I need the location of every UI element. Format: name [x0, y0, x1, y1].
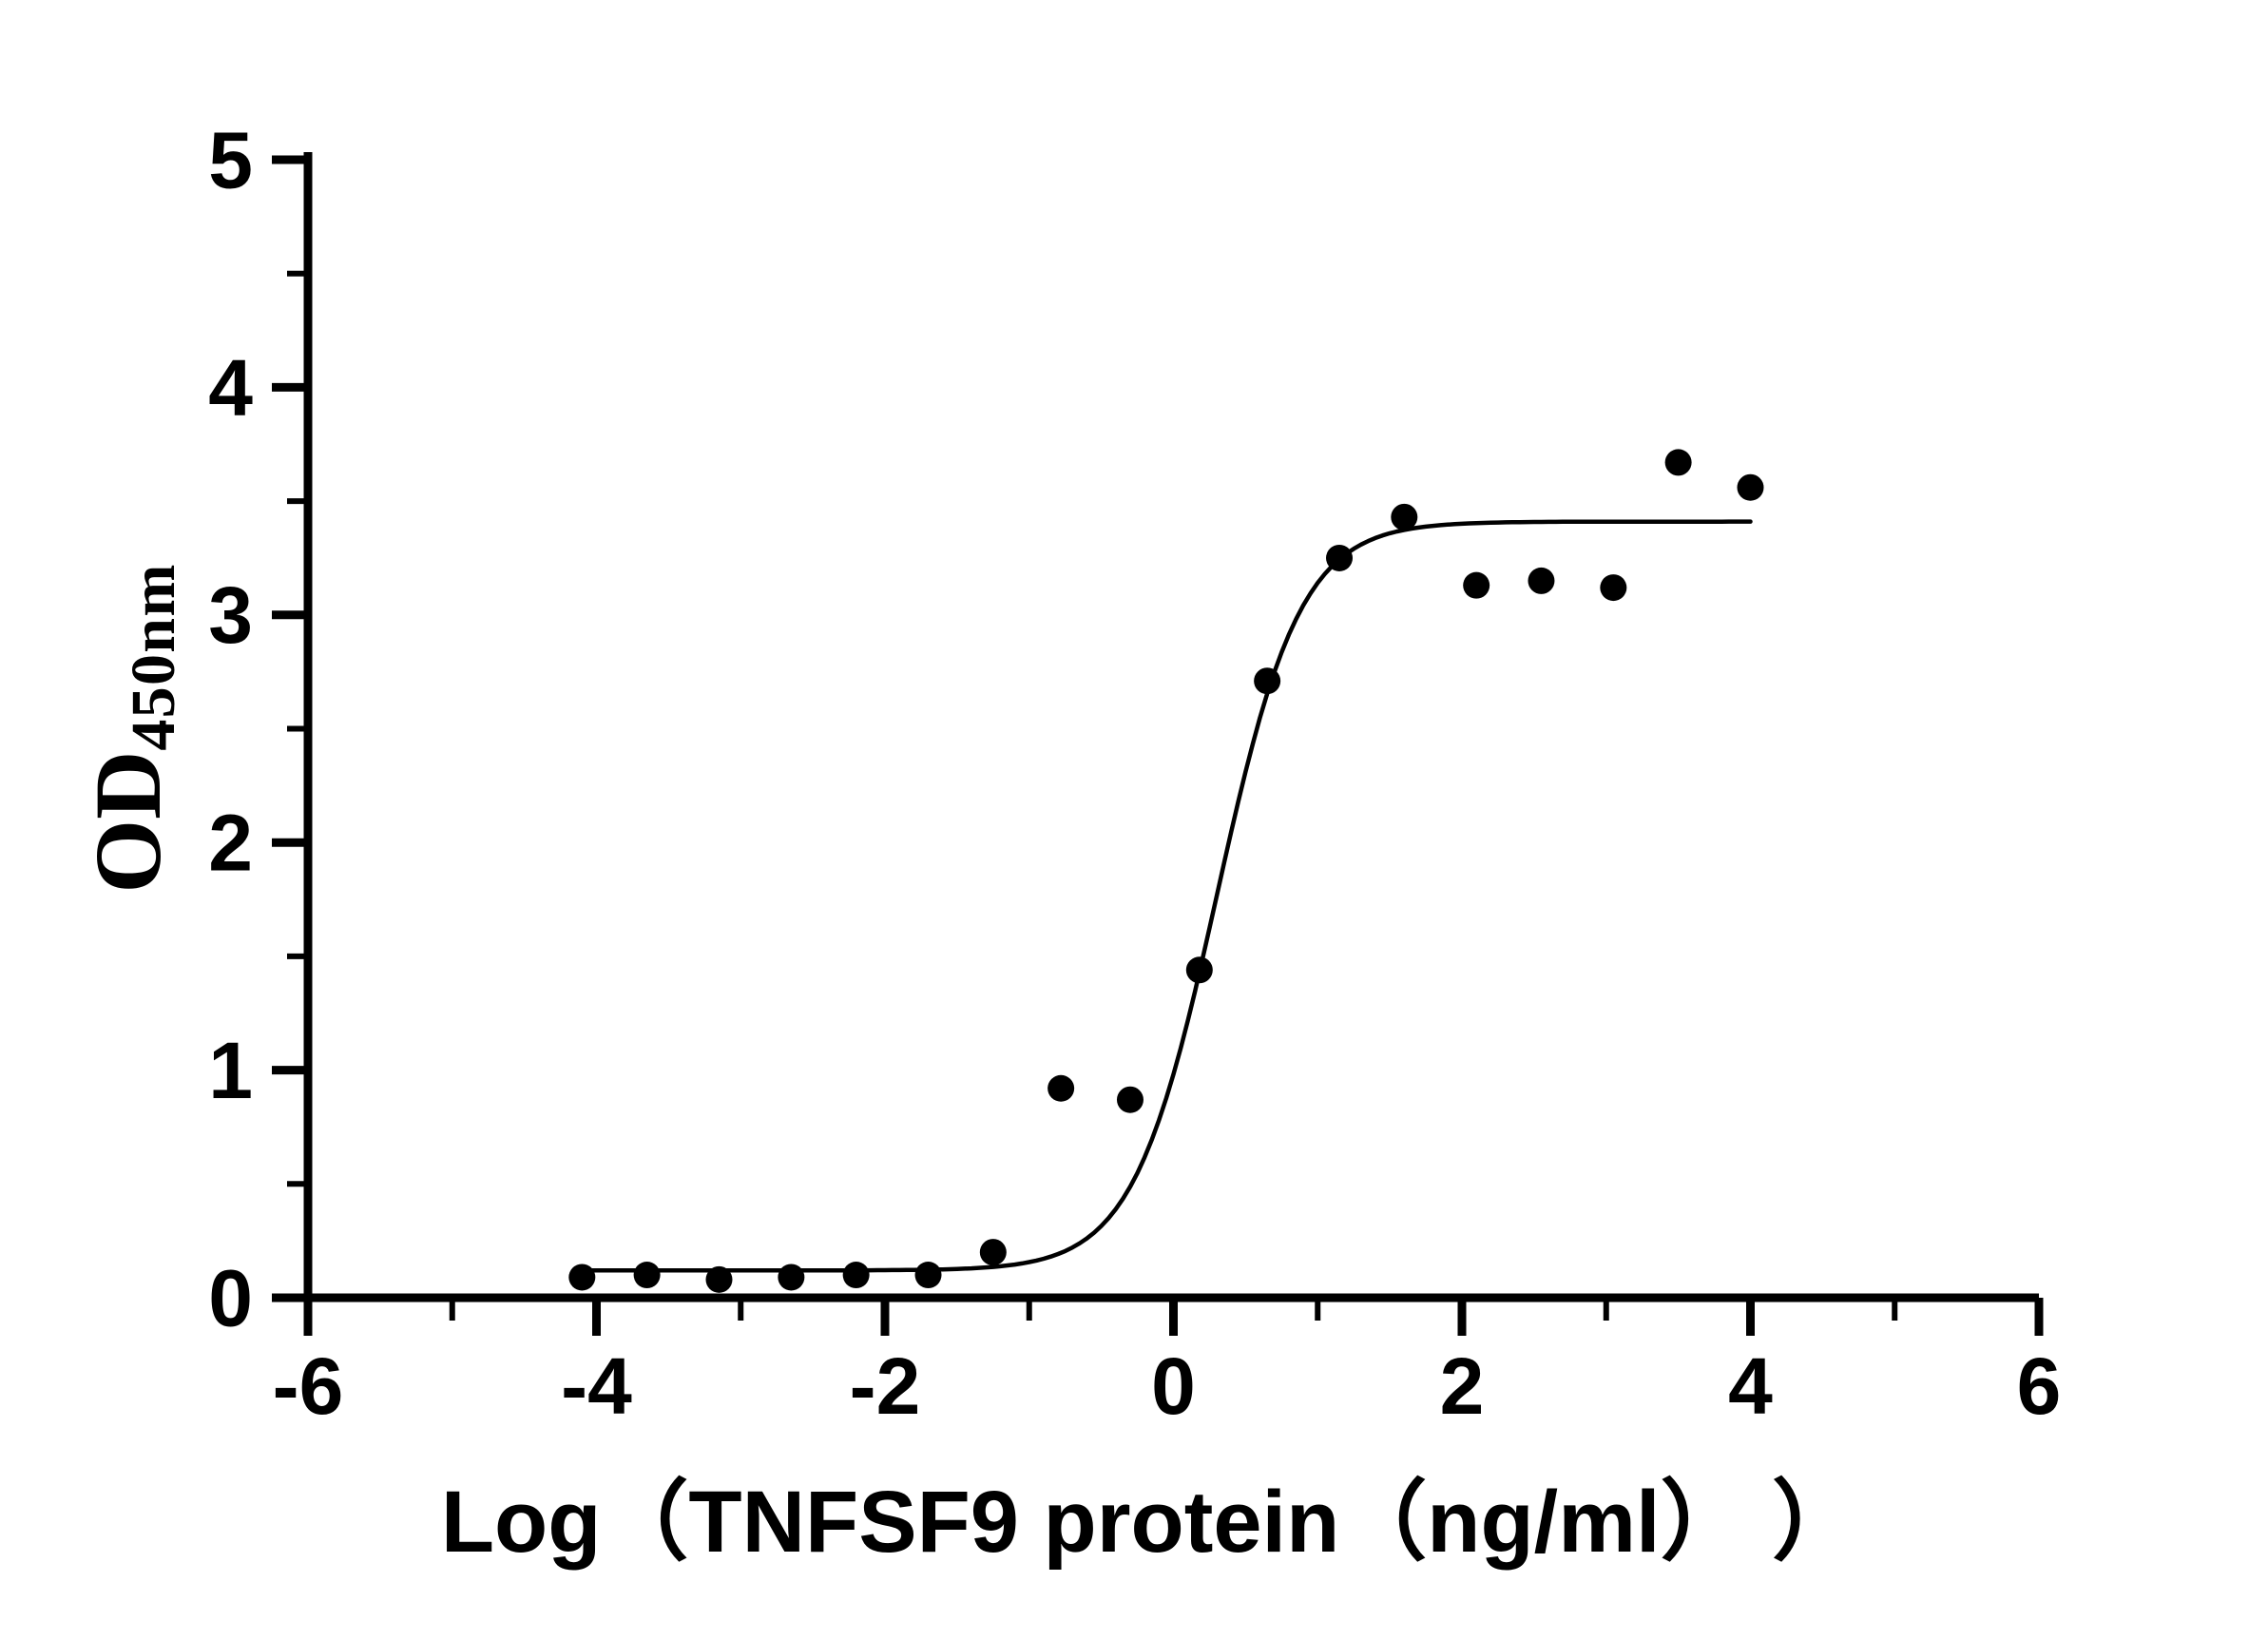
data-point [1254, 667, 1281, 695]
y-axis-title-text: OD [75, 750, 181, 894]
data-point [979, 1239, 1007, 1266]
data-point [914, 1262, 942, 1289]
data-point [1664, 449, 1692, 476]
x-tick-label: -6 [273, 1341, 344, 1431]
x-axis-title: Log（TNFSF9 protein（ng/ml） ） [440, 1474, 1860, 1571]
x-tick-label: 0 [1151, 1341, 1196, 1431]
data-point [633, 1262, 661, 1289]
data-point [1463, 571, 1490, 599]
y-tick-label: 1 [208, 1026, 253, 1115]
x-tick-label: -2 [850, 1341, 921, 1431]
x-tick-label: 2 [1440, 1341, 1485, 1431]
data-point [1326, 544, 1354, 571]
y-axis-title-subscript: 450nm [118, 563, 188, 751]
x-tick-label: 4 [1728, 1341, 1773, 1431]
y-tick-label: 0 [208, 1253, 253, 1342]
x-tick-label: 6 [2017, 1341, 2062, 1431]
data-point [842, 1262, 870, 1289]
data-point [1185, 956, 1213, 984]
data-point [568, 1264, 596, 1291]
y-tick-label: 5 [208, 115, 253, 204]
data-point [1391, 503, 1418, 531]
y-axis-title: OD450nm [75, 563, 188, 893]
y-tick-label: 2 [208, 799, 253, 888]
y-tick-label: 4 [208, 343, 253, 433]
fit-curve [572, 519, 1753, 1273]
data-point [1600, 574, 1627, 602]
data-point [778, 1264, 805, 1291]
y-tick-label: 3 [208, 570, 253, 660]
data-point [1737, 473, 1764, 501]
x-tick-label: -4 [561, 1341, 632, 1431]
data-point [1528, 567, 1555, 594]
data-point [705, 1265, 733, 1293]
data-point [1116, 1086, 1144, 1113]
data-point [1048, 1074, 1075, 1102]
